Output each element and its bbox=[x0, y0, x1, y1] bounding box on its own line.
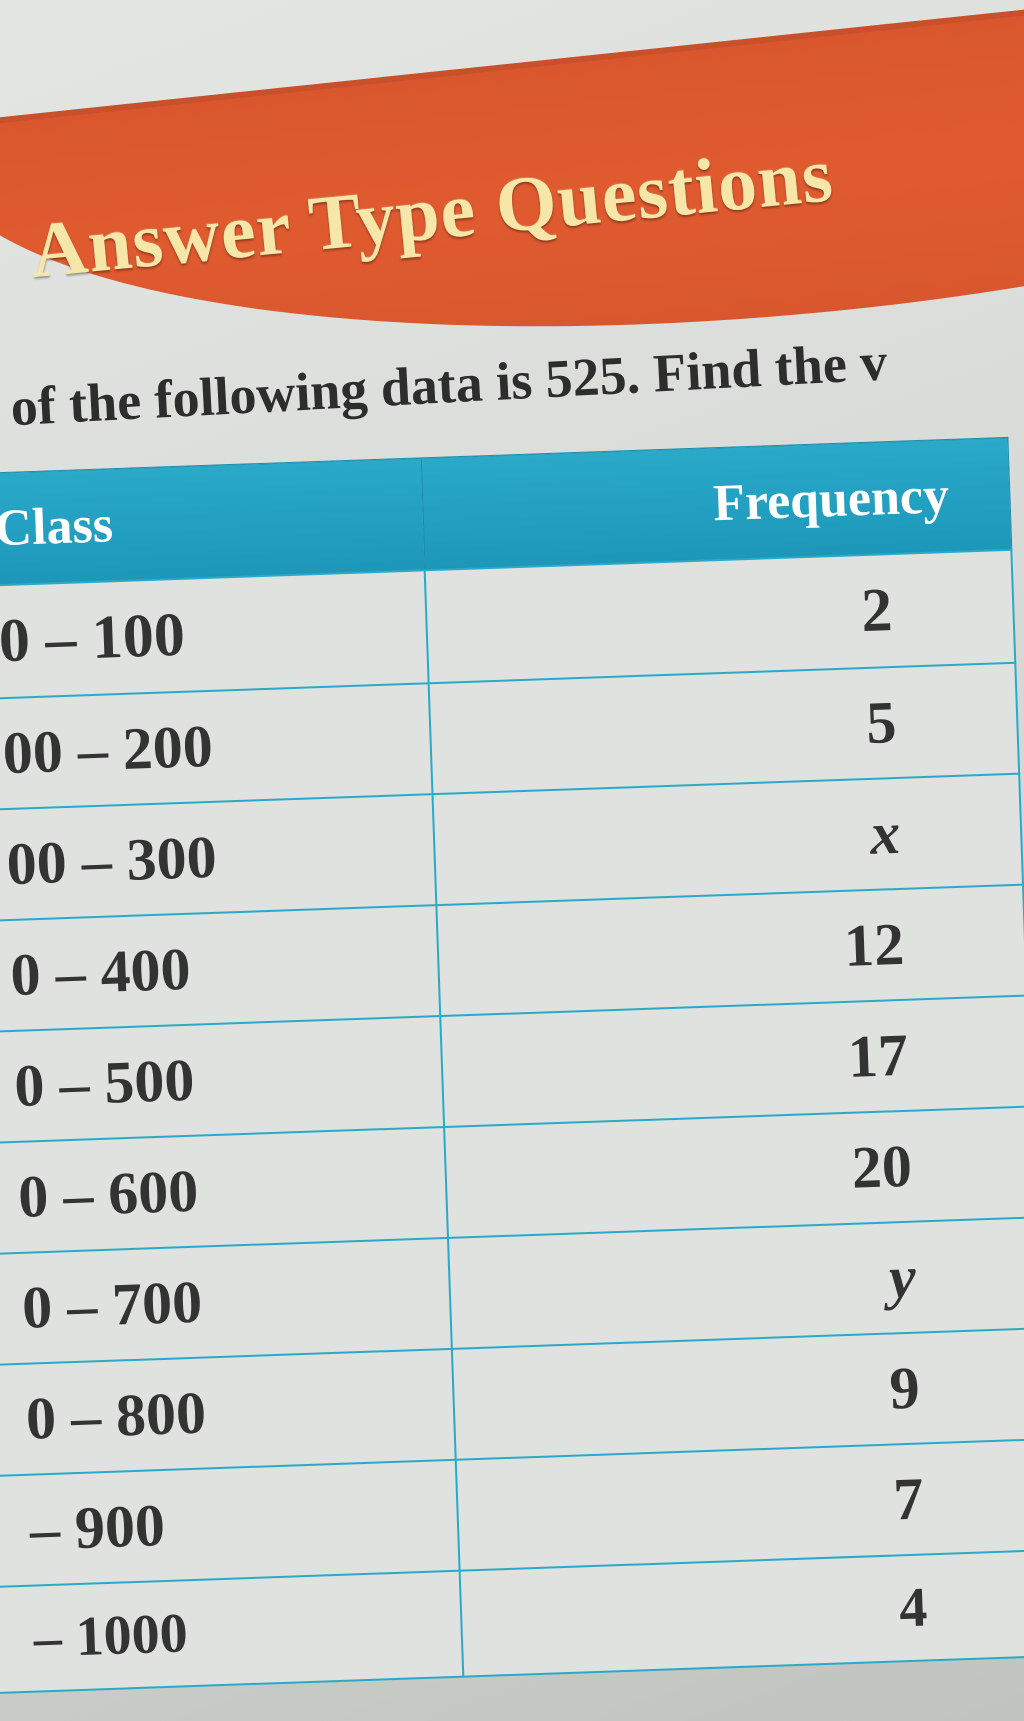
class-cell: – 900 bbox=[0, 1460, 460, 1587]
class-cell: – 1000 bbox=[0, 1571, 463, 1693]
question-stem: of the following data is 525. Find the v bbox=[0, 323, 1024, 439]
frequency-cell: y bbox=[448, 1217, 1024, 1348]
col-header-frequency: Frequency bbox=[421, 437, 1012, 570]
frequency-cell: 2 bbox=[425, 550, 1016, 683]
frequency-cell: 12 bbox=[436, 885, 1024, 1016]
col-header-class: Class bbox=[0, 458, 425, 587]
frequency-cell: 5 bbox=[429, 663, 1019, 794]
frequency-cell: 7 bbox=[456, 1439, 1024, 1570]
class-cell: 0 – 400 bbox=[0, 905, 440, 1032]
class-cell: 0 – 500 bbox=[0, 1016, 444, 1143]
page-photo: Answer Type Questions of the following d… bbox=[0, 0, 1024, 1721]
class-cell: 00 – 300 bbox=[0, 794, 436, 921]
class-cell: 0 – 600 bbox=[0, 1127, 448, 1254]
frequency-table: Class Frequency 0 – 100200 – 200500 – 30… bbox=[0, 437, 1024, 1694]
class-cell: 00 – 200 bbox=[0, 683, 433, 810]
frequency-cell: 4 bbox=[460, 1550, 1024, 1676]
frequency-cell: 17 bbox=[440, 996, 1024, 1127]
banner-title: Answer Type Questions bbox=[27, 129, 837, 296]
class-cell: 0 – 100 bbox=[0, 570, 429, 699]
class-cell: 0 – 700 bbox=[0, 1238, 452, 1365]
class-cell: 0 – 800 bbox=[0, 1349, 456, 1476]
table-body: 0 – 100200 – 200500 – 300x0 – 400120 – 5… bbox=[0, 550, 1024, 1693]
frequency-cell: 20 bbox=[444, 1107, 1024, 1238]
banner-container: Answer Type Questions bbox=[0, 60, 1024, 340]
frequency-cell: x bbox=[433, 774, 1023, 905]
frequency-cell: 9 bbox=[452, 1328, 1024, 1459]
